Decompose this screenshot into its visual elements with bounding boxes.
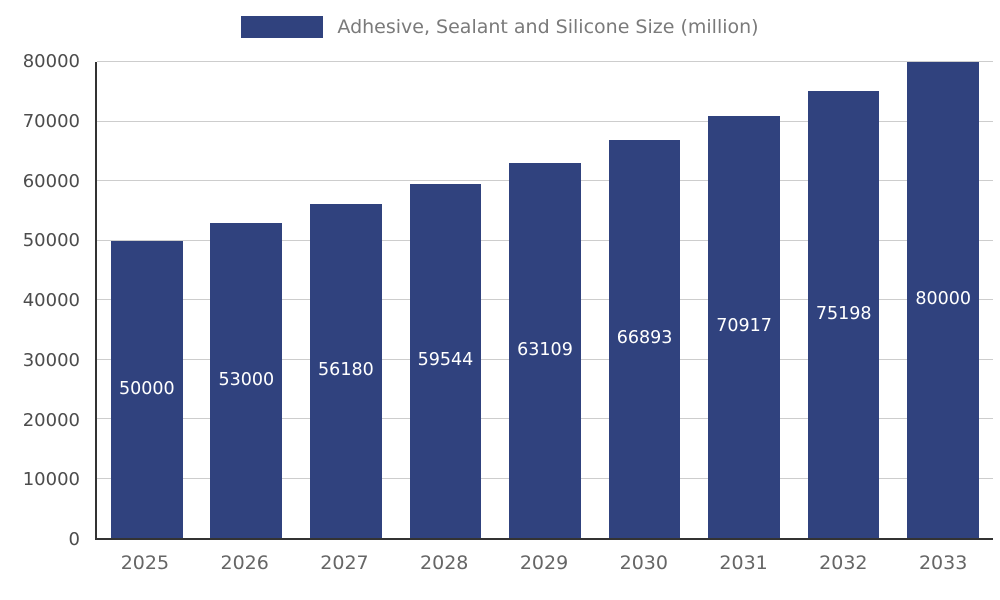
plot-area: 50000 53000 56180 59544 63109 66893 70917 75198… bbox=[95, 61, 993, 540]
x-tick-label-2029: 2029 bbox=[519, 552, 569, 574]
bar-slot-2031: 70917 bbox=[694, 62, 794, 538]
x-axis: 2025 2026 2027 2028 2029 2030 2031 2032 2033 bbox=[95, 552, 993, 575]
y-tick-label-30000: 30000 bbox=[22, 349, 80, 371]
bar-value-label-2027: 56180 bbox=[318, 360, 374, 381]
bar-slot-2032: 75198 bbox=[794, 62, 894, 538]
bar-slot-2030: 66893 bbox=[595, 62, 695, 538]
bar-2030: 66893 bbox=[608, 140, 681, 538]
y-tick-label-40000: 40000 bbox=[22, 290, 80, 311]
x-tick-label-2032: 2032 bbox=[819, 552, 868, 574]
y-axis: 0 10000 20000 30000 40000 50000 60000 70000 8000… bbox=[0, 53, 88, 549]
x-tick-label-2026: 2026 bbox=[220, 552, 269, 574]
bar-value-label-2028: 59544 bbox=[417, 350, 474, 371]
y-tick-label-20000: 20000 bbox=[22, 409, 80, 431]
bar-value-label-2025: 50000 bbox=[118, 378, 175, 399]
x-tick-label-2027: 2027 bbox=[320, 552, 369, 574]
bar-slot-2026: 53000 bbox=[197, 62, 297, 538]
y-tick-label-0: 0 bbox=[68, 529, 80, 550]
bar-2027: 56180 bbox=[310, 203, 382, 538]
bar-value-label-2029: 63109 bbox=[517, 339, 573, 360]
gridline-70000 bbox=[97, 120, 993, 122]
x-tick-label-2028: 2028 bbox=[420, 552, 469, 574]
bar-slot-2028: 59544 bbox=[396, 62, 496, 538]
y-tick-label-50000: 50000 bbox=[22, 230, 80, 252]
x-tick-label-2030: 2030 bbox=[619, 552, 668, 574]
bar-2025: 50000 bbox=[110, 240, 183, 538]
y-tick-label-10000: 10000 bbox=[22, 469, 80, 491]
bar-value-label-2031: 70917 bbox=[716, 316, 772, 337]
bar-2026: 53000 bbox=[210, 222, 283, 538]
bar-slot-2025: 50000 bbox=[97, 62, 197, 538]
bar-2029: 63109 bbox=[509, 162, 581, 538]
bar-slot-2033: 80000 bbox=[893, 62, 993, 538]
y-tick-label-70000: 70000 bbox=[22, 110, 80, 132]
bar-2032: 75198 bbox=[807, 90, 880, 538]
bar-2028: 59544 bbox=[409, 183, 482, 538]
gridline-80000 bbox=[97, 61, 993, 62]
bar-value-label-2030: 66893 bbox=[616, 328, 673, 349]
bar-value-label-2026: 53000 bbox=[218, 369, 275, 390]
bar-2033: 80000 bbox=[907, 62, 980, 538]
bar-value-label-2032: 75198 bbox=[815, 303, 872, 324]
x-tick-label-2033: 2033 bbox=[918, 552, 968, 574]
bar-value-label-2033: 80000 bbox=[915, 289, 972, 310]
x-tick-label-2031: 2031 bbox=[719, 552, 768, 574]
y-tick-label-60000: 60000 bbox=[22, 170, 80, 192]
bar-slot-2027: 56180 bbox=[296, 62, 396, 538]
legend-swatch bbox=[241, 16, 324, 38]
chart-legend[interactable]: Adhesive, Sealant and Silicone Size (mil… bbox=[0, 16, 1000, 38]
y-tick-label-80000: 80000 bbox=[22, 51, 80, 72]
bar-2031: 70917 bbox=[708, 116, 780, 538]
bar-slot-2029: 63109 bbox=[495, 62, 595, 538]
legend-label: Adhesive, Sealant and Silicone Size (mil… bbox=[337, 16, 759, 38]
x-tick-label-2025: 2025 bbox=[120, 552, 170, 574]
